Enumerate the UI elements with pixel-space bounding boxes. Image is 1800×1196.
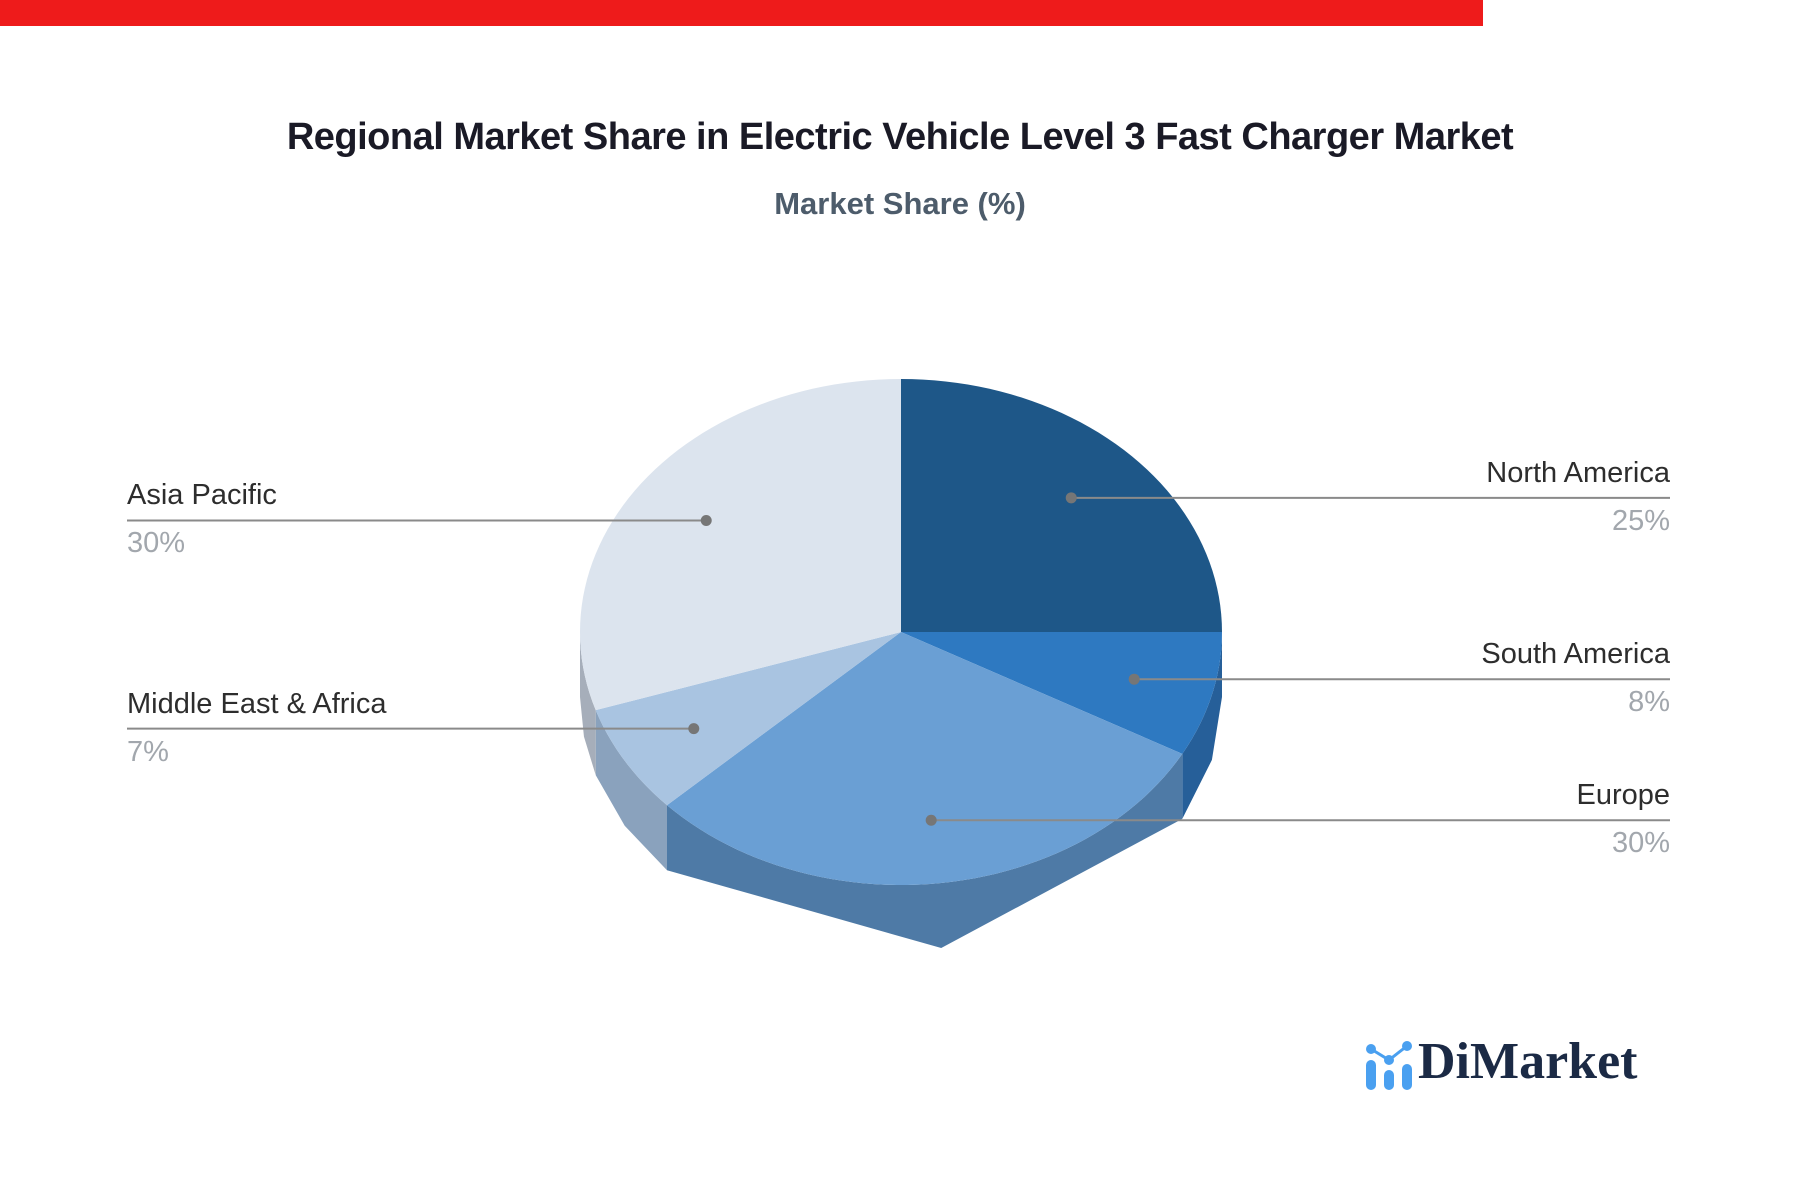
pie-slice-side — [667, 753, 1183, 949]
callout-dot — [925, 814, 937, 826]
slice-value: 25% — [1611, 504, 1670, 537]
callout-dot — [700, 514, 712, 526]
pie-slice-north-america[interactable] — [901, 379, 1222, 632]
slice-label: Europe — [1576, 779, 1670, 812]
pie-slice-europe[interactable] — [667, 632, 1183, 885]
slice-value: 30% — [127, 527, 186, 560]
pie-slice-side — [1182, 632, 1222, 819]
pie-slice-side — [580, 632, 596, 776]
brand-logo-icon — [1366, 1041, 1412, 1090]
callout-asia-pacific: Asia Pacific 30% — [127, 478, 277, 560]
callout-dot — [1065, 492, 1077, 504]
brand-logo-text: DiMarket — [1418, 1033, 1638, 1090]
slice-label: North America — [1486, 456, 1670, 489]
callout-south-america: South America 8% — [1481, 637, 1670, 719]
slice-label: Middle East & Africa — [127, 687, 387, 720]
pie-slice-asia-pacific[interactable] — [580, 379, 901, 711]
pie-slice-middle-east-africa[interactable] — [595, 632, 901, 806]
slice-value: 7% — [127, 735, 169, 768]
brand-watermark: DiMarket — [1356, 1030, 1686, 1110]
slice-value: 8% — [1628, 686, 1670, 719]
slice-value: 30% — [1611, 827, 1670, 860]
chart-subtitle: Market Share (%) — [774, 186, 1026, 221]
callout-dot — [688, 723, 700, 735]
recording-bar — [0, 0, 1483, 26]
callout-north-america: North America 25% — [1486, 456, 1670, 538]
slice-label: South America — [1481, 638, 1670, 671]
callout-dot — [1128, 673, 1140, 685]
slice-label: Asia Pacific — [127, 479, 277, 512]
callout-europe: Europe 30% — [1576, 778, 1670, 860]
pie-slice-side — [595, 710, 667, 871]
chart-title: Regional Market Share in Electric Vehicl… — [286, 116, 1514, 158]
callout-middle-east-africa: Middle East & Africa 7% — [127, 687, 387, 769]
pie-slice-south-america[interactable] — [901, 632, 1222, 754]
